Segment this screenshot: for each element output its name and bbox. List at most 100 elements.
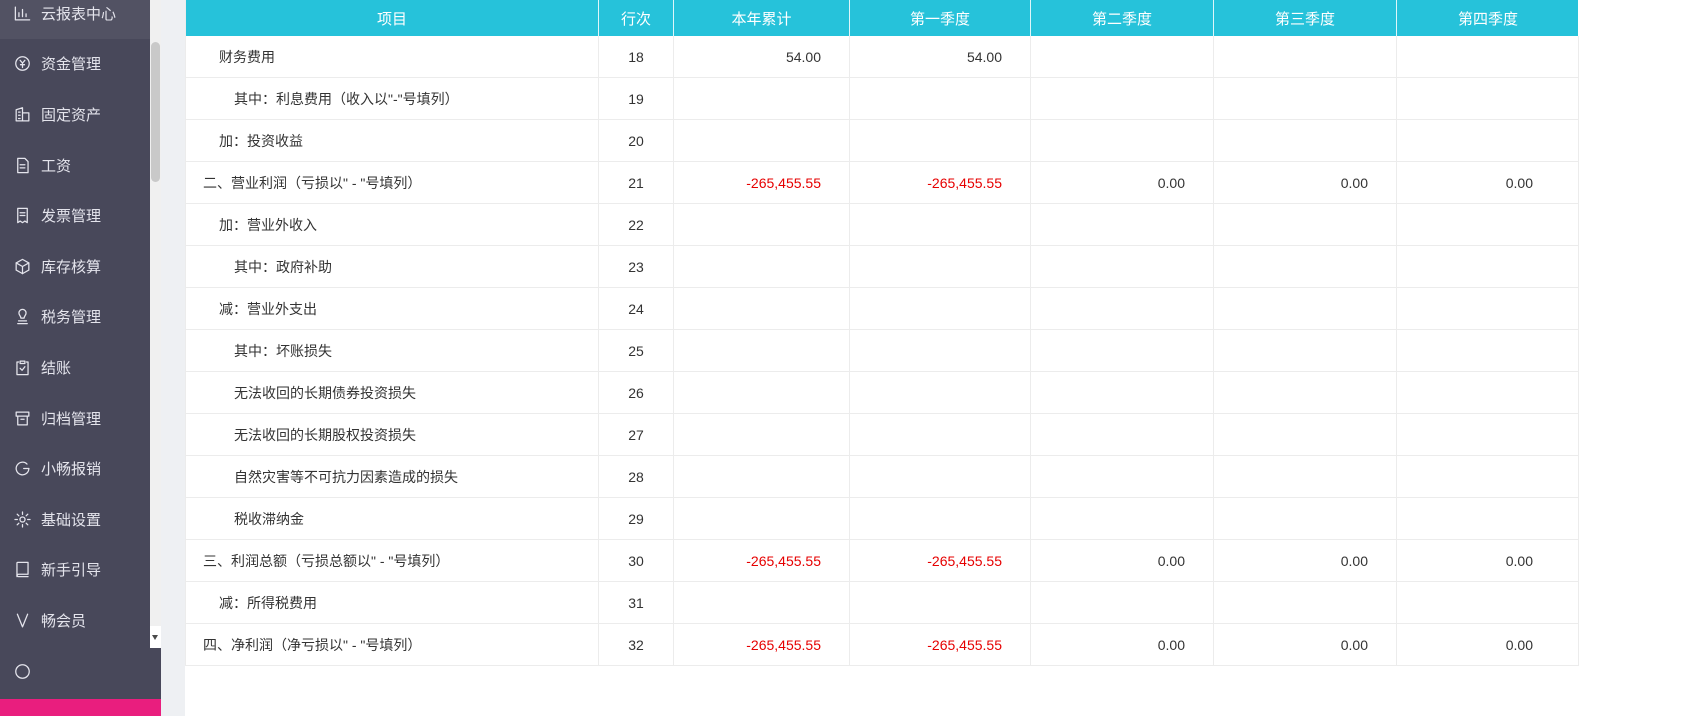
value-cell bbox=[850, 330, 1031, 372]
value-cell bbox=[850, 372, 1031, 414]
inventory-box-icon bbox=[11, 255, 33, 277]
value-cell bbox=[1214, 456, 1397, 498]
line-number-cell: 24 bbox=[599, 288, 674, 330]
sidebar-item-salary[interactable]: 工资 bbox=[0, 140, 150, 191]
value-cell bbox=[1214, 246, 1397, 288]
value-cell: 0.00 bbox=[1031, 540, 1214, 582]
sidebar-item-label: 结账 bbox=[41, 359, 72, 377]
line-number-cell: 31 bbox=[599, 582, 674, 624]
table-row: 自然灾害等不可抗力因素造成的损失 28 bbox=[186, 456, 1579, 498]
value-cell bbox=[1031, 330, 1214, 372]
value-cell: -265,455.55 bbox=[674, 540, 850, 582]
sidebar-item-fund-management[interactable]: 资金管理 bbox=[0, 39, 150, 90]
sidebar-item-fixed-assets[interactable]: 固定资产 bbox=[0, 89, 150, 140]
sidebar-item-closing[interactable]: 结账 bbox=[0, 342, 150, 393]
sidebar-item-xiaochang-reimburse[interactable]: 小畅报销 bbox=[0, 443, 150, 494]
scrollbar-thumb[interactable] bbox=[151, 42, 160, 182]
line-number-cell: 18 bbox=[599, 36, 674, 78]
value-cell: 0.00 bbox=[1397, 624, 1579, 666]
value-cell bbox=[850, 204, 1031, 246]
table-row: 减：营业外支出 24 bbox=[186, 288, 1579, 330]
value-cell bbox=[1397, 288, 1579, 330]
value-cell bbox=[1397, 204, 1579, 246]
promo-banner[interactable] bbox=[0, 699, 161, 716]
clipboard-check-icon bbox=[11, 356, 33, 378]
table-header-row: 项目 行次 本年累计 第一季度 第二季度 第三季度 第四季度 bbox=[186, 0, 1578, 36]
value-cell bbox=[1031, 78, 1214, 120]
sidebar-scrollbar[interactable] bbox=[150, 0, 161, 648]
value-cell bbox=[674, 498, 850, 540]
value-cell bbox=[850, 498, 1031, 540]
value-cell bbox=[850, 120, 1031, 162]
tax-stamp-icon bbox=[11, 306, 33, 328]
value-cell: 54.00 bbox=[674, 36, 850, 78]
report-chart-icon bbox=[11, 2, 33, 24]
value-cell bbox=[674, 582, 850, 624]
value-cell bbox=[850, 414, 1031, 456]
value-cell bbox=[1031, 120, 1214, 162]
line-number-cell: 19 bbox=[599, 78, 674, 120]
value-cell bbox=[850, 246, 1031, 288]
sidebar-item-archive-management[interactable]: 归档管理 bbox=[0, 393, 150, 444]
value-cell: 0.00 bbox=[1031, 624, 1214, 666]
table-row: 无法收回的长期股权投资损失 27 bbox=[186, 414, 1579, 456]
value-cell: -265,455.55 bbox=[850, 540, 1031, 582]
sidebar-item-inventory-accounting[interactable]: 库存核算 bbox=[0, 241, 150, 292]
value-cell bbox=[1031, 414, 1214, 456]
sidebar-item-label: 资金管理 bbox=[41, 56, 102, 74]
item-cell: 其中：政府补助 bbox=[186, 246, 599, 288]
value-cell: -265,455.55 bbox=[850, 162, 1031, 204]
v-member-icon bbox=[11, 609, 33, 631]
line-number-cell: 26 bbox=[599, 372, 674, 414]
value-cell bbox=[1214, 204, 1397, 246]
value-cell bbox=[850, 288, 1031, 330]
line-number-cell: 21 bbox=[599, 162, 674, 204]
value-cell bbox=[1214, 372, 1397, 414]
down-arrow-icon bbox=[152, 635, 158, 640]
value-cell bbox=[850, 78, 1031, 120]
item-cell: 其中：坏账损失 bbox=[186, 330, 599, 372]
value-cell bbox=[1214, 288, 1397, 330]
sidebar-item-label: 发票管理 bbox=[41, 208, 102, 226]
sidebar: 云报表中心资金管理固定资产 工资发票管理库存核算税务管理结账归档管理小畅报销基础设… bbox=[0, 0, 161, 716]
value-cell bbox=[1397, 372, 1579, 414]
value-cell bbox=[674, 204, 850, 246]
item-cell: 减：营业外支出 bbox=[186, 288, 599, 330]
value-cell bbox=[1031, 36, 1214, 78]
value-cell bbox=[1031, 372, 1214, 414]
item-cell: 加：投资收益 bbox=[186, 120, 599, 162]
sidebar-item-tax-management[interactable]: 税务管理 bbox=[0, 292, 150, 343]
value-cell bbox=[674, 288, 850, 330]
scrollbar-down-button[interactable] bbox=[150, 626, 161, 648]
item-cell: 无法收回的长期债券投资损失 bbox=[186, 372, 599, 414]
value-cell bbox=[1214, 36, 1397, 78]
gear-icon bbox=[11, 508, 33, 530]
sidebar-item-beginner-guide[interactable]: 新手引导 bbox=[0, 545, 150, 596]
sidebar-item-partially-hidden[interactable] bbox=[0, 646, 150, 697]
sidebar-item-label: 归档管理 bbox=[41, 410, 102, 428]
sidebar-item-label: 库存核算 bbox=[41, 258, 102, 276]
sidebar-menu: 云报表中心资金管理固定资产 工资发票管理库存核算税务管理结账归档管理小畅报销基础设… bbox=[0, 0, 150, 696]
line-number-cell: 30 bbox=[599, 540, 674, 582]
table-row: 财务费用 18 54.00 54.00 bbox=[186, 36, 1579, 78]
line-number-cell: 25 bbox=[599, 330, 674, 372]
line-number-cell: 20 bbox=[599, 120, 674, 162]
sidebar-item-invoice-management[interactable]: 发票管理 bbox=[0, 190, 150, 241]
value-cell bbox=[674, 372, 850, 414]
table-body: 财务费用 18 54.00 54.00 其中：利息费用（收入以"-"号填列） 19 加：投资… bbox=[186, 36, 1579, 666]
value-cell bbox=[1031, 582, 1214, 624]
sidebar-item-chang-member[interactable]: 畅会员 bbox=[0, 595, 150, 646]
content-gutter bbox=[161, 0, 185, 716]
value-cell bbox=[1031, 498, 1214, 540]
column-header-5: 第三季度 bbox=[1214, 0, 1397, 36]
salary-doc-icon bbox=[11, 154, 33, 176]
table-row: 二、营业利润（亏损以" - "号填列） 21 -265,455.55 -265,455… bbox=[186, 162, 1579, 204]
table-row: 三、利润总额（亏损总额以" - "号填列） 30 -265,455.55 -265,4… bbox=[186, 540, 1579, 582]
table-row: 无法收回的长期债券投资损失 26 bbox=[186, 372, 1579, 414]
value-cell bbox=[1214, 78, 1397, 120]
value-cell bbox=[1397, 246, 1579, 288]
sidebar-item-cloud-report-center[interactable]: 云报表中心 bbox=[0, 0, 150, 39]
value-cell: 0.00 bbox=[1214, 162, 1397, 204]
sidebar-item-label: 小畅报销 bbox=[41, 461, 102, 479]
sidebar-item-basic-settings[interactable]: 基础设置 bbox=[0, 494, 150, 545]
